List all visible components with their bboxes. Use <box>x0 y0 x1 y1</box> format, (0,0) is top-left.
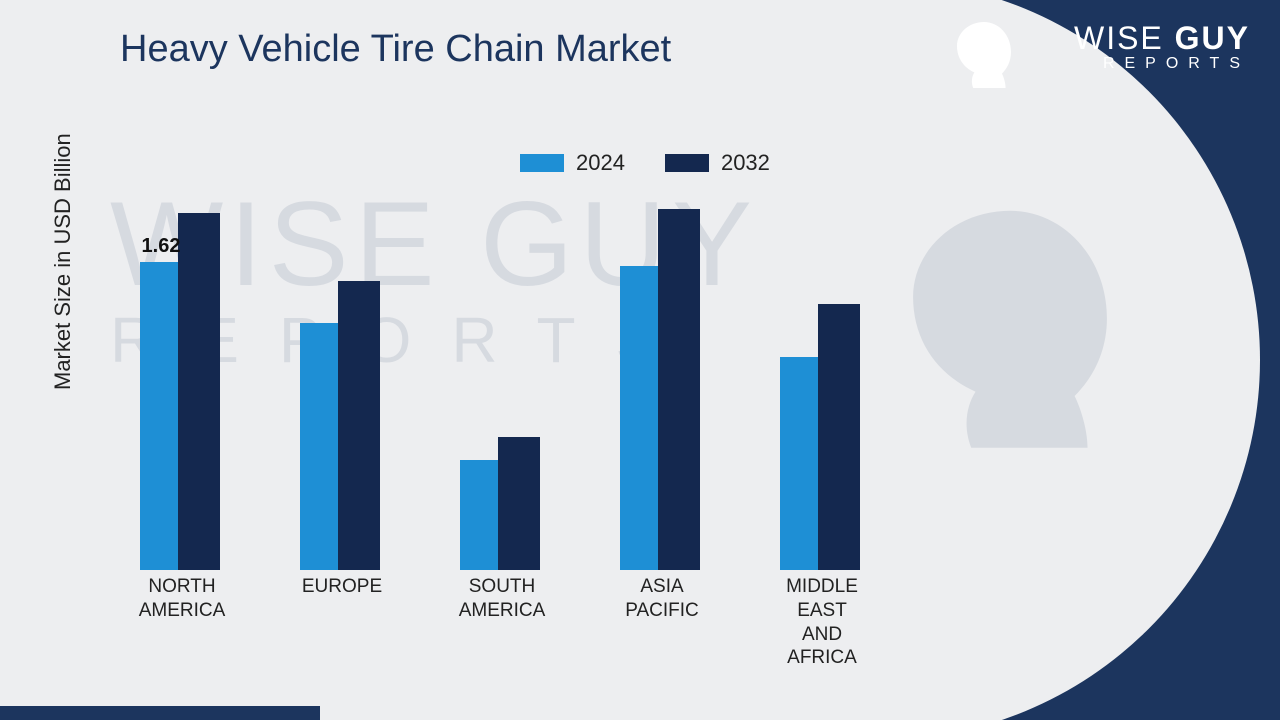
y-axis-label: Market Size in USD Billion <box>50 133 76 390</box>
chart-area: Market Size in USD Billion 2024 2032 NOR… <box>60 150 960 690</box>
category-label: NORTHAMERICA <box>112 575 252 623</box>
bar <box>818 304 860 570</box>
category-label: MIDDLEEASTANDAFRICA <box>752 575 892 670</box>
brand-logo: WISE GUY REPORTS <box>1074 20 1250 73</box>
bar <box>498 437 540 570</box>
bar <box>300 323 342 570</box>
category-label: EUROPE <box>272 575 412 599</box>
brand-head-icon <box>948 18 1020 103</box>
bar <box>140 262 182 570</box>
bar-value-label: 1.62 <box>131 235 191 258</box>
bar <box>178 213 220 570</box>
chart-title: Heavy Vehicle Tire Chain Market <box>120 28 671 71</box>
bar <box>338 281 380 570</box>
bar <box>658 209 700 570</box>
legend-label-2024: 2024 <box>576 150 625 176</box>
brand-name-guy: GUY <box>1175 20 1250 56</box>
legend-item-2032: 2032 <box>665 150 770 176</box>
brand-subline: REPORTS <box>1074 55 1250 73</box>
bar <box>780 357 822 570</box>
plot-region: NORTHAMERICAEUROPESOUTHAMERICAASIAPACIFI… <box>120 190 940 570</box>
category-label: SOUTHAMERICA <box>432 575 572 623</box>
bar <box>620 266 662 570</box>
footer-strip <box>0 706 320 720</box>
brand-name-wise: WISE <box>1074 20 1164 56</box>
legend-item-2024: 2024 <box>520 150 625 176</box>
legend: 2024 2032 <box>520 150 770 176</box>
bar <box>460 460 502 570</box>
legend-swatch-2032 <box>665 154 709 172</box>
legend-label-2032: 2032 <box>721 150 770 176</box>
category-label: ASIAPACIFIC <box>592 575 732 623</box>
canvas: WISE GUY REPORTS WISE GUY REPORTS Heavy … <box>0 0 1280 720</box>
legend-swatch-2024 <box>520 154 564 172</box>
